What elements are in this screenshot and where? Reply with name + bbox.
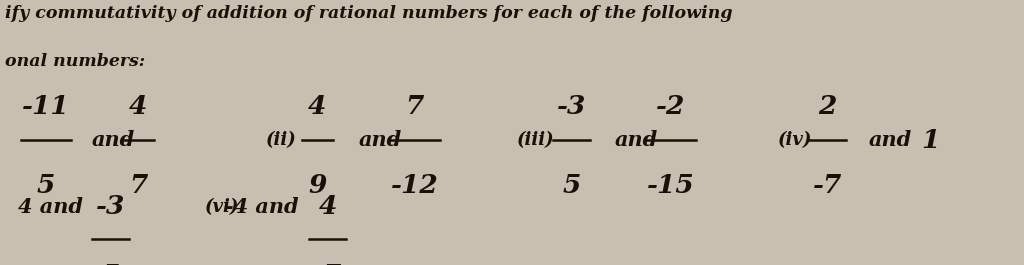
Text: 4: 4 (129, 94, 147, 118)
Text: 4: 4 (308, 94, 327, 118)
Text: ify commutativity of addition of rational numbers for each of the following: ify commutativity of addition of rationa… (5, 5, 732, 22)
Text: 5: 5 (562, 173, 581, 198)
Text: -3: -3 (557, 94, 586, 118)
Text: 2: 2 (818, 94, 837, 118)
Text: -4 and: -4 and (225, 197, 299, 217)
Text: 5: 5 (37, 173, 55, 198)
Text: -12: -12 (391, 173, 438, 198)
Text: -11: -11 (23, 94, 70, 118)
Text: -7: -7 (813, 173, 842, 198)
Text: and: and (614, 130, 657, 151)
Text: 7: 7 (129, 173, 147, 198)
Text: and: and (92, 130, 135, 151)
Text: -3: -3 (96, 194, 125, 219)
Text: (iii): (iii) (517, 131, 555, 149)
Text: (ii): (ii) (266, 131, 297, 149)
Text: 4: 4 (318, 194, 337, 219)
Text: 1: 1 (922, 128, 940, 153)
Text: and: and (868, 130, 911, 151)
Text: -2: -2 (656, 94, 685, 118)
Text: and: and (358, 130, 401, 151)
Text: -15: -15 (647, 173, 694, 198)
Text: 9: 9 (308, 173, 327, 198)
Text: -7: -7 (313, 263, 342, 265)
Text: onal numbers:: onal numbers: (5, 53, 145, 70)
Text: (vi): (vi) (205, 198, 240, 216)
Text: 4 and: 4 and (18, 197, 83, 217)
Text: (iv): (iv) (778, 131, 813, 149)
Text: 7: 7 (406, 94, 424, 118)
Text: 5: 5 (101, 263, 120, 265)
